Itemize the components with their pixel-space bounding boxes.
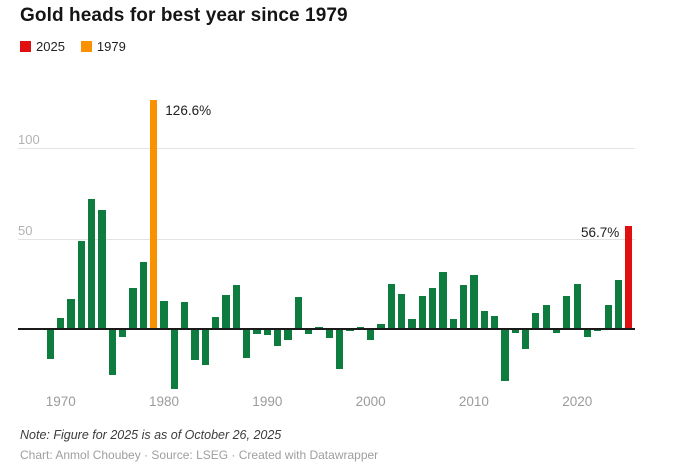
- bar-1986: [222, 294, 230, 329]
- bar-2010: [470, 275, 478, 329]
- bar-1991: [274, 330, 282, 346]
- bar-1990: [263, 330, 271, 336]
- bar-1992: [284, 330, 292, 341]
- legend-swatch-2025-icon: [20, 41, 31, 52]
- bar-1987: [232, 284, 240, 329]
- bar-2015: [521, 330, 530, 349]
- bar-1988: [243, 330, 251, 359]
- note-text: Note: Figure for 2025 is as of October 2…: [20, 428, 282, 442]
- bar-2023: [604, 305, 612, 329]
- bar-1975: [108, 330, 116, 375]
- bar-2025: [625, 226, 633, 329]
- gridline-50: [18, 238, 635, 240]
- bar-2004: [408, 319, 416, 329]
- bar-2009: [460, 284, 468, 329]
- bar-1993: [294, 296, 302, 329]
- x-tick-1970: 1970: [45, 394, 76, 409]
- bar-2001: [377, 324, 385, 329]
- bar-1970: [57, 318, 65, 329]
- bar-2008: [449, 318, 457, 329]
- bar-2016: [532, 312, 540, 329]
- bar-1974: [98, 209, 106, 329]
- bar-2024: [614, 279, 623, 329]
- bar-1976: [119, 330, 127, 338]
- bar-1972: [77, 240, 85, 329]
- x-tick-1990: 1990: [252, 394, 283, 409]
- bar-1980: [160, 301, 168, 329]
- bar-1983: [191, 330, 199, 360]
- bar-1981: [170, 330, 178, 389]
- bar-1998: [346, 330, 354, 332]
- bar-2014: [511, 330, 519, 334]
- bar-1973: [88, 198, 96, 329]
- bar-2012: [490, 316, 499, 329]
- legend-label-2025: 2025: [36, 39, 65, 54]
- bar-2021: [583, 330, 592, 337]
- bar-1985: [212, 316, 220, 329]
- bar-1984: [201, 330, 209, 365]
- bar-2020: [573, 283, 581, 329]
- bar-2019: [563, 295, 571, 329]
- gridline-100: [18, 148, 635, 149]
- value-label-2025: 56.7%: [580, 225, 620, 241]
- bar-2007: [439, 272, 447, 329]
- bar-1977: [129, 288, 137, 329]
- x-axis-zero-line: [18, 328, 635, 330]
- bar-2017: [542, 305, 550, 329]
- bar-1997: [336, 330, 344, 369]
- legend-item-2025: 2025: [20, 39, 65, 54]
- bar-2005: [418, 296, 426, 329]
- legend-label-1979: 1979: [96, 39, 126, 54]
- bar-1978: [139, 262, 147, 329]
- bar-1994: [305, 330, 313, 334]
- bar-2006: [429, 287, 437, 329]
- bar-2000: [367, 330, 375, 340]
- legend-swatch-1979-icon: [80, 41, 92, 52]
- bar-1989: [253, 330, 261, 334]
- legend: 2025 1979: [20, 39, 126, 54]
- legend-item-1979: 1979: [80, 39, 126, 54]
- bar-2013: [501, 330, 509, 381]
- bar-1979: [150, 99, 158, 329]
- bar-1969: [46, 330, 54, 359]
- chart-title: Gold heads for best year since 1979: [20, 5, 348, 26]
- x-tick-2010: 2010: [458, 394, 489, 409]
- bar-2002: [387, 284, 395, 329]
- bar-2022: [594, 330, 602, 331]
- bar-2018: [552, 330, 561, 333]
- bar-1996: [325, 330, 333, 339]
- credit-text: Chart: Anmol Choubey · Source: LSEG · Cr…: [20, 448, 379, 462]
- y-axis-label-50: 50: [18, 222, 33, 238]
- x-tick-1980: 1980: [148, 394, 180, 409]
- bar-1971: [67, 299, 75, 329]
- value-label-1979: 126.6%: [165, 102, 212, 118]
- bar-1982: [181, 302, 189, 329]
- y-axis-label-100: 100: [18, 132, 40, 147]
- x-tick-2020: 2020: [562, 394, 593, 409]
- bar-2003: [398, 293, 406, 329]
- x-tick-2000: 2000: [355, 394, 386, 409]
- bar-2011: [480, 310, 488, 329]
